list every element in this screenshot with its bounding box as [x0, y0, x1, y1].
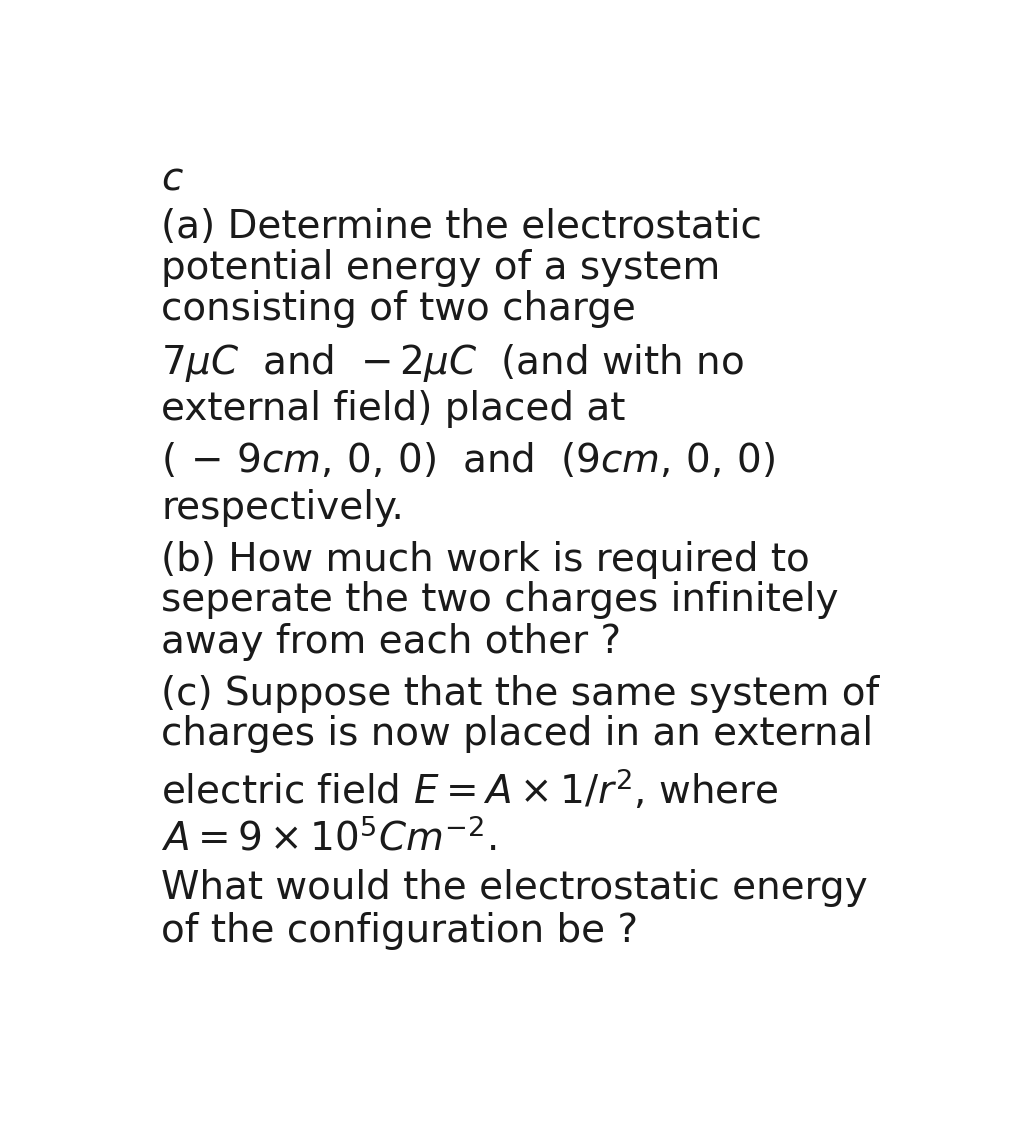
- Text: What would the electrostatic energy: What would the electrostatic energy: [162, 868, 868, 907]
- Text: $(\,-\,9cm,\,0,\,0)$  and  $(9cm,\,0,\,0)$: $(\,-\,9cm,\,0,\,0)$ and $(9cm,\,0,\,0)$: [162, 441, 775, 480]
- Text: seperate the two charges infinitely: seperate the two charges infinitely: [162, 581, 839, 619]
- Text: electric field $E = A \times 1/r^2$, where: electric field $E = A \times 1/r^2$, whe…: [162, 767, 779, 811]
- Text: (b) How much work is required to: (b) How much work is required to: [162, 541, 810, 579]
- Text: consisting of two charge: consisting of two charge: [162, 291, 636, 328]
- Text: charges is now placed in an external: charges is now placed in an external: [162, 715, 873, 753]
- Text: respectively.: respectively.: [162, 489, 404, 527]
- Text: (c) Suppose that the same system of: (c) Suppose that the same system of: [162, 674, 880, 712]
- Text: $A = 9 \times 10^5 Cm^{-2}$.: $A = 9 \times 10^5 Cm^{-2}$.: [162, 819, 497, 858]
- Text: of the configuration be ?: of the configuration be ?: [162, 912, 638, 950]
- Text: (a) Determine the electrostatic: (a) Determine the electrostatic: [162, 208, 762, 246]
- Text: potential energy of a system: potential energy of a system: [162, 249, 721, 287]
- Text: external field) placed at: external field) placed at: [162, 389, 626, 427]
- Text: $7\mu C$  and  $-\,2\mu C$  (and with no: $7\mu C$ and $-\,2\mu C$ (and with no: [162, 342, 744, 384]
- Text: away from each other ?: away from each other ?: [162, 623, 622, 661]
- Text: c: c: [162, 160, 182, 199]
